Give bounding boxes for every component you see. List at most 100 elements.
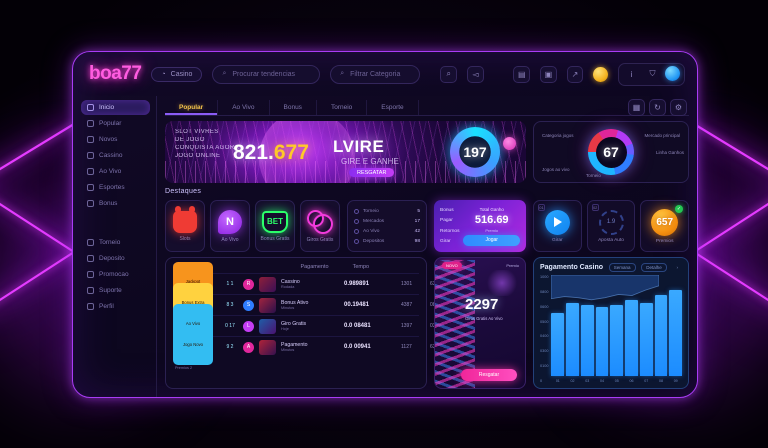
tile-bonus-gratis[interactable]: BET Bonus Gratis bbox=[255, 200, 295, 252]
gift-icon-button[interactable]: ▣ bbox=[540, 65, 557, 83]
x-tick: 06 bbox=[629, 379, 634, 383]
chart-detail-pill[interactable]: Detalhe bbox=[641, 263, 667, 272]
brand-logo[interactable]: boa77 bbox=[89, 63, 142, 84]
tile-aovivo[interactable]: N Ao Vivo bbox=[210, 200, 250, 252]
avatar: S bbox=[243, 299, 254, 311]
search-icon-button[interactable]: ⌕ bbox=[440, 65, 458, 83]
sidebar-item-perfil[interactable]: Perfil bbox=[81, 299, 150, 314]
chart-bar[interactable]: 01 bbox=[551, 313, 565, 383]
tiles-row: Slots N Ao Vivo BET Bonus Gratis Giro bbox=[165, 200, 690, 252]
tab-torneio[interactable]: Torneio bbox=[317, 100, 368, 115]
rocket-icon-button[interactable]: ↗ bbox=[566, 65, 584, 83]
hero-floor-grid bbox=[165, 161, 526, 183]
chart-bar[interactable]: 07 bbox=[639, 303, 653, 383]
tile-slots[interactable]: Slots bbox=[165, 200, 205, 252]
search-input-category[interactable]: ⌕ Filtrar Categoria bbox=[330, 64, 421, 84]
sidebar: Inicio Popular Novos Cassino Ao Vivo bbox=[73, 96, 157, 397]
donut-label-4: Jogos ao vivo bbox=[542, 166, 570, 172]
chart-bar[interactable]: 03 bbox=[580, 305, 594, 383]
y-tick: 1000 bbox=[540, 275, 549, 279]
hero-accent-dot-icon bbox=[503, 137, 516, 150]
chart-range-pill[interactable]: Semana bbox=[608, 263, 636, 272]
hero-banner[interactable]: SLOT VIVRES DE JOGO CONQUISTA AGORA JOGO… bbox=[165, 121, 526, 183]
promo-sub: Premio bbox=[485, 227, 499, 233]
table-col-pagamento: Pagamento bbox=[300, 263, 329, 270]
sidebar-item-aovivo[interactable]: Ao Vivo bbox=[81, 164, 150, 179]
sidebar-item-novos[interactable]: Novos bbox=[81, 132, 150, 147]
chart-title: Pagamento Casino bbox=[540, 264, 604, 271]
category-tiles: Slots N Ao Vivo BET Bonus Gratis Giro bbox=[165, 200, 340, 252]
hero-line-1: SLOT VIVRES bbox=[175, 129, 219, 135]
mini-card-premios[interactable]: ✓ 657 Premios bbox=[640, 200, 690, 252]
bullet-icon bbox=[354, 228, 359, 234]
search-input-trends[interactable]: ⌕ Procurar tendencias bbox=[212, 64, 321, 84]
row-score: 9 2 bbox=[226, 344, 234, 350]
shield-icon-button[interactable]: ⛉ bbox=[649, 69, 656, 78]
mini-card-girar[interactable]: 01 Girar bbox=[533, 200, 582, 252]
mini-card-aposta-auto[interactable]: 02 1.9 Aposta Auto bbox=[586, 200, 636, 252]
sidebar-item-label: Perfil bbox=[99, 303, 114, 310]
row-name: Bonus Ativo bbox=[281, 300, 309, 306]
info-icon-button[interactable]: i bbox=[630, 69, 633, 79]
settings-icon-button[interactable]: ⚙ bbox=[670, 99, 687, 116]
hero-text-block: SLOT VIVRES DE JOGO CONQUISTA AGORA JOGO… bbox=[175, 129, 239, 159]
dna-promo-card[interactable]: NOVO Premio 2297 Giros Gratis Ao Vivo Re… bbox=[434, 257, 526, 389]
chart-bar[interactable]: 05 bbox=[610, 305, 624, 383]
sidebar-item-cassino[interactable]: Cassino bbox=[81, 148, 150, 163]
panel-body: Inicio Popular Novos Cassino Ao Vivo bbox=[73, 96, 697, 397]
sidebar-item-popular[interactable]: Popular bbox=[81, 116, 150, 131]
donut-ring[interactable]: 67 bbox=[588, 129, 634, 175]
refresh-icon-button[interactable]: ↻ bbox=[649, 99, 666, 116]
stat-value: 5 bbox=[417, 208, 420, 214]
x-tick: 05 bbox=[614, 379, 619, 383]
tile-giros-gratis[interactable]: Giros Gratis bbox=[300, 200, 340, 252]
sidebar-item-label: Torneio bbox=[99, 239, 121, 246]
x-tick: 07 bbox=[644, 379, 649, 383]
chart-bar[interactable]: 06 bbox=[625, 300, 638, 383]
sound-icon-button[interactable]: ◅ bbox=[467, 65, 484, 83]
card-icon bbox=[87, 255, 94, 262]
user-avatar[interactable] bbox=[664, 65, 680, 81]
sidebar-item-label: Bonus bbox=[99, 200, 118, 207]
stat-value: 42 bbox=[414, 228, 420, 234]
grid-icon-button[interactable]: ▦ bbox=[628, 99, 645, 116]
tab-aovivo[interactable]: Ao Vivo bbox=[218, 100, 270, 115]
chart-bar[interactable]: 04 bbox=[595, 307, 609, 383]
hero-cta-button[interactable]: RESGATAR bbox=[349, 168, 395, 177]
bullet-icon bbox=[354, 218, 359, 224]
chevron-right-icon[interactable]: › bbox=[676, 265, 679, 270]
chart-header: Pagamento Casino Semana Detalhe › bbox=[540, 263, 682, 272]
sidebar-item-promocao[interactable]: Promocao bbox=[81, 267, 150, 282]
table-row[interactable]: Jogo Novo Premios 2 9 2 A Pagamento Minu… bbox=[173, 324, 461, 370]
play-icon[interactable] bbox=[544, 209, 570, 235]
chart-bar[interactable]: 09 bbox=[669, 290, 683, 383]
sidebar-item-label: Inicio bbox=[99, 104, 115, 111]
sidebar-item-label: Suporte bbox=[99, 287, 122, 294]
tab-esporte[interactable]: Esporte bbox=[367, 100, 419, 115]
sidebar-item-torneio[interactable]: Torneio bbox=[81, 235, 150, 250]
green-cart-icon: BET bbox=[262, 210, 288, 233]
sidebar-item-label: Promocao bbox=[99, 271, 129, 278]
row-amount: 0.989891 bbox=[344, 281, 370, 287]
promo-play-button[interactable]: Jogar bbox=[463, 234, 520, 246]
hero-badge: 197 bbox=[450, 127, 500, 177]
chart-bar[interactable]: 02 bbox=[566, 303, 579, 383]
search-icon: ⌕ bbox=[222, 70, 227, 77]
coin-icon[interactable] bbox=[593, 66, 608, 82]
tab-popular[interactable]: Popular bbox=[165, 100, 219, 115]
dashboard-panel: boa77 ◔ Casino ⌕ Procurar tendencias ⌕ F… bbox=[72, 51, 698, 398]
bottom-row: Campeoes Pagamento Tempo Jackpot Maximo … bbox=[165, 257, 689, 389]
sidebar-item-deposito[interactable]: Deposito bbox=[81, 251, 150, 266]
wallet-icon-button[interactable]: ▤ bbox=[513, 65, 531, 83]
hero-line-3: CONQUISTA AGORA bbox=[175, 145, 239, 151]
dna-cta-button[interactable]: Resgatar bbox=[461, 369, 517, 381]
casino-chip[interactable]: ◔ Casino bbox=[151, 66, 203, 82]
sidebar-item-bonus[interactable]: Bonus bbox=[81, 196, 150, 211]
sidebar-item-suporte[interactable]: Suporte bbox=[81, 283, 150, 298]
sidebar-item-esportes[interactable]: Esportes bbox=[81, 180, 150, 195]
tab-bonus[interactable]: Bonus bbox=[270, 100, 317, 115]
sidebar-item-inicio[interactable]: Inicio bbox=[81, 100, 150, 115]
x-tick: 01 bbox=[555, 379, 560, 383]
fire-icon bbox=[87, 120, 94, 127]
chart-bar[interactable]: 08 bbox=[654, 295, 668, 383]
